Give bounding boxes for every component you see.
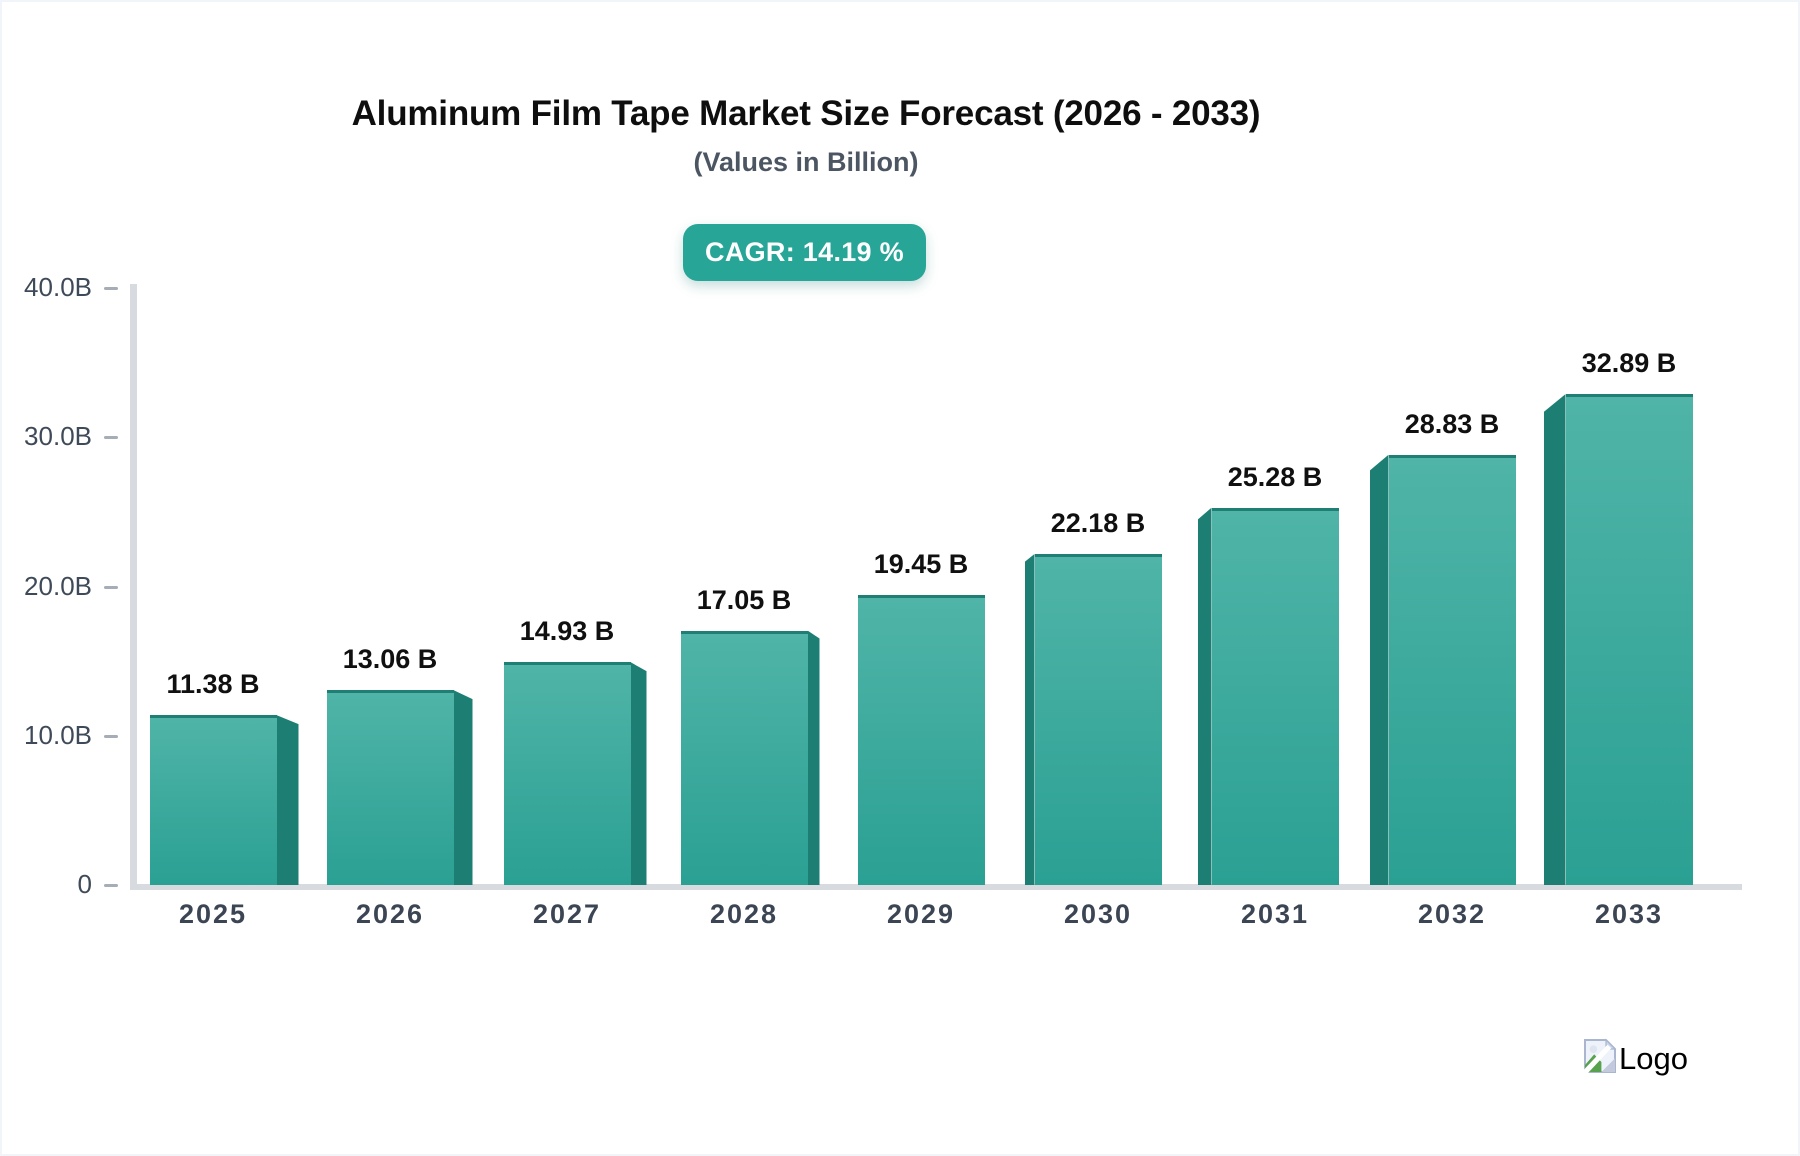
bar-value-label: 17.05 B	[696, 584, 792, 615]
y-tick-dash	[104, 884, 118, 887]
bar-side	[1543, 394, 1566, 885]
bar-side	[1197, 507, 1212, 885]
bar-value-label: 32.89 B	[1581, 348, 1677, 379]
bar-value-label: 13.06 B	[342, 644, 438, 675]
y-tick-label: 0	[77, 869, 92, 899]
bar-side	[807, 630, 820, 885]
bar-face	[1388, 454, 1516, 885]
bar-side	[276, 715, 299, 885]
broken-image-icon	[1583, 1038, 1617, 1074]
x-tick-label: 2030	[1063, 899, 1133, 929]
logo: Logo	[1583, 1038, 1688, 1074]
x-axis-line	[130, 884, 1742, 890]
bar-side	[630, 662, 647, 885]
bar-value-label: 19.45 B	[873, 548, 969, 579]
bar-value-label: 25.28 B	[1227, 461, 1323, 492]
x-tick-label: 2032	[1417, 899, 1487, 929]
y-tick-dash	[104, 734, 118, 738]
chart-subtitle: (Values in Billion)	[693, 147, 919, 177]
bar-face	[857, 594, 985, 885]
bar-value-label: 11.38 B	[166, 669, 260, 700]
cagr-badge: CAGR: 14.19 %	[683, 224, 926, 281]
x-tick-label: 2026	[355, 899, 425, 929]
cagr-badge-label: CAGR: 14.19 %	[705, 237, 904, 267]
y-tick-label: 20.0B	[24, 570, 92, 601]
y-tick-label: 10.0B	[24, 719, 92, 750]
bar-face	[149, 715, 277, 885]
bar-side	[453, 690, 473, 885]
bar-side	[1024, 553, 1035, 885]
logo-alt-text: Logo	[1619, 1041, 1688, 1076]
bar-value-label: 14.93 B	[519, 616, 615, 647]
y-axis-line	[130, 284, 137, 890]
x-tick-label: 2033	[1594, 899, 1664, 929]
y-tick-label: 30.0B	[24, 421, 92, 452]
bar-side	[1369, 454, 1389, 885]
bar-face	[1565, 394, 1693, 885]
x-tick-label: 2031	[1240, 899, 1310, 929]
chart-title: Aluminum Film Tape Market Size Forecast …	[351, 94, 1261, 133]
y-tick-label: 40.0B	[24, 272, 92, 302]
bar-face	[326, 690, 454, 885]
bar-face	[1211, 507, 1339, 885]
x-tick-label: 2029	[886, 899, 956, 929]
bar-face	[1034, 553, 1162, 885]
y-tick-dash	[104, 287, 118, 290]
bar-face	[680, 630, 808, 885]
bar-value-label: 22.18 B	[1050, 507, 1146, 538]
plot-area: 11.38 B 13.06 B 14.93 B 17.05 B 19.45 B 22.18…	[133, 288, 1742, 885]
bar-face	[503, 662, 631, 885]
y-tick-dash	[104, 585, 118, 589]
bar-value-label: 28.83 B	[1404, 408, 1500, 439]
x-tick-label: 2025	[178, 899, 248, 929]
y-tick-dash	[104, 436, 118, 440]
x-tick-label: 2028	[709, 899, 779, 929]
x-tick-label: 2027	[532, 899, 602, 929]
